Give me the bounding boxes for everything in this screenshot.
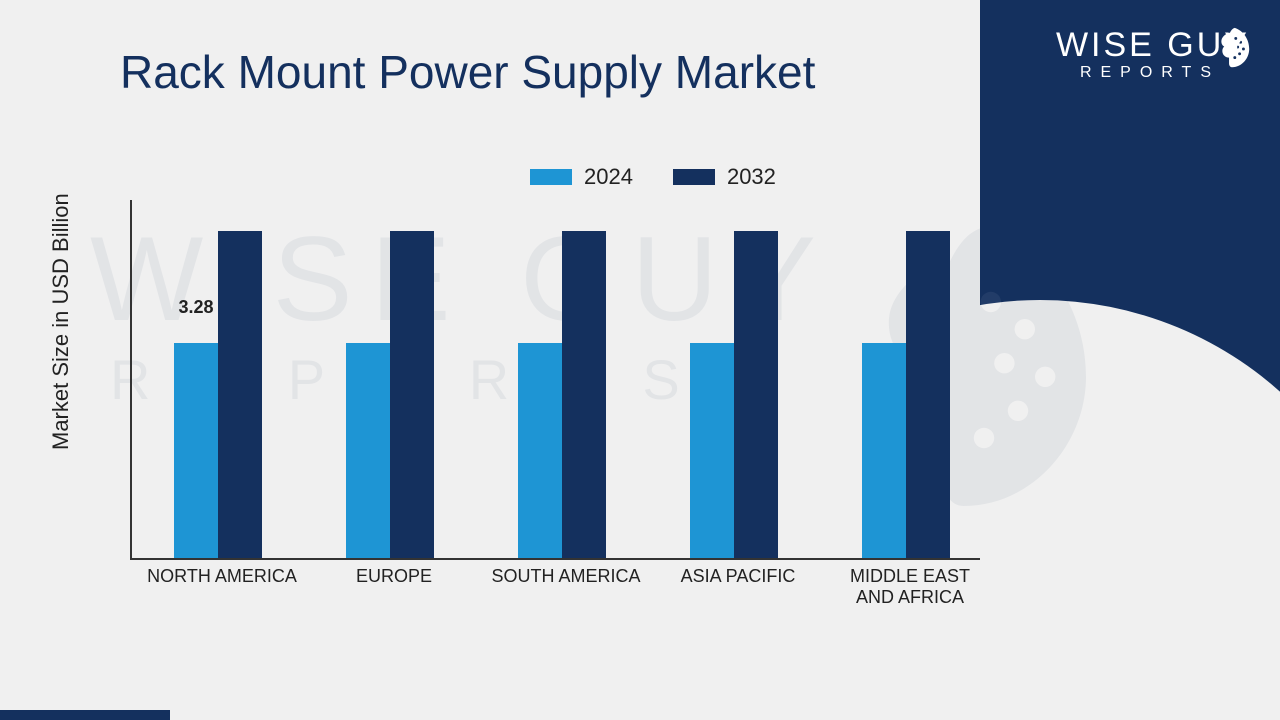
bar-y2032 — [390, 231, 434, 558]
category-label: ASIA PACIFIC — [658, 566, 818, 587]
legend-swatch-2032 — [673, 169, 715, 185]
bar-y2024 — [346, 343, 390, 558]
plot-area: 3.28NORTH AMERICA EUROPE SOUTH AMERICA ASIA… — [130, 200, 980, 560]
brand-subtitle: REPORTS — [1000, 64, 1220, 82]
legend-swatch-2024 — [530, 169, 572, 185]
legend-label-2032: 2032 — [727, 164, 776, 190]
bar-group: MIDDLE EAST AND AFRICA — [850, 198, 970, 558]
bar-group: EUROPE — [334, 198, 454, 558]
bar-y2024 — [862, 343, 906, 558]
brand-name: WISE GUY — [1000, 28, 1250, 62]
bar-groups: 3.28NORTH AMERICA EUROPE SOUTH AMERICA ASIA… — [132, 200, 980, 558]
bar-y2024 — [690, 343, 734, 558]
bar-y2032 — [734, 231, 778, 558]
category-label: MIDDLE EAST AND AFRICA — [830, 566, 990, 607]
bar-value-label: 3.28 — [178, 297, 213, 318]
bar-group: ASIA PACIFIC — [678, 198, 798, 558]
bar-y2032 — [562, 231, 606, 558]
legend-item-2032: 2032 — [673, 164, 776, 190]
legend-item-2024: 2024 — [530, 164, 633, 190]
y-axis-label: Market Size in USD Billion — [48, 193, 74, 450]
bar-y2024 — [174, 343, 218, 558]
bar-group: SOUTH AMERICA — [506, 198, 626, 558]
bar-group: 3.28NORTH AMERICA — [162, 198, 282, 558]
bar-y2032 — [906, 231, 950, 558]
category-label: NORTH AMERICA — [142, 566, 302, 587]
bottom-accent-bar — [0, 710, 170, 720]
bar-y2024 — [518, 343, 562, 558]
brand-logo: WISE GUY REPORTS — [1000, 28, 1250, 82]
legend-label-2024: 2024 — [584, 164, 633, 190]
category-label: SOUTH AMERICA — [486, 566, 646, 587]
chart: Market Size in USD Billion 2024 2032 3.2… — [50, 170, 980, 650]
page: WISE GUY REPORTS WISE GUY REPORTS Rack M… — [0, 0, 1280, 720]
legend: 2024 2032 — [530, 164, 776, 190]
chart-title: Rack Mount Power Supply Market — [120, 45, 815, 99]
category-label: EUROPE — [314, 566, 474, 587]
bar-y2032 — [218, 231, 262, 558]
